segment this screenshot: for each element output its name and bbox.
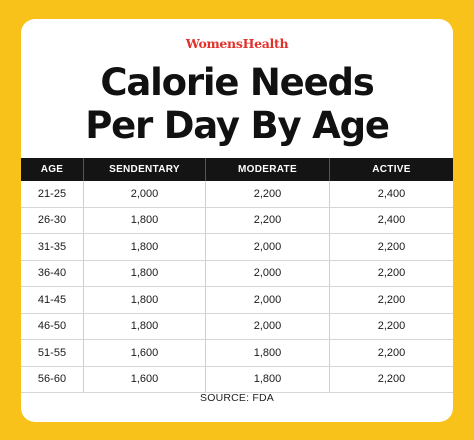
- table-row: 56-60 1,600 1,800 2,200: [21, 366, 453, 393]
- age-cell: 41-45: [21, 287, 84, 313]
- moderate-cell: 2,000: [206, 234, 330, 260]
- source-note: SOURCE: FDA: [200, 392, 274, 404]
- active-cell: 2,200: [377, 267, 406, 280]
- table-row: 31-35 1,800 2,000 2,200: [21, 234, 453, 261]
- age-cell: 51-55: [21, 340, 84, 366]
- table-row: 46-50 1,800 2,000 2,200: [21, 313, 453, 340]
- header-active: ACTIVE: [372, 164, 411, 175]
- active-cell: 2,200: [377, 320, 406, 333]
- table-row: 36-40 1,800 2,000 2,200: [21, 260, 453, 287]
- moderate-cell: 2,000: [206, 313, 330, 339]
- header-age: AGE: [21, 158, 84, 181]
- header-sedentary: SENDENTARY: [84, 158, 206, 181]
- age-cell: 56-60: [21, 366, 84, 392]
- sedentary-cell: 1,600: [84, 366, 206, 392]
- active-cell: 2,200: [377, 373, 406, 386]
- table-row: 21-25 2,000 2,200 2,400: [21, 181, 453, 208]
- calorie-table: AGE SENDENTARY MODERATE ACTIVE 21-25 2,0…: [21, 158, 453, 393]
- sedentary-cell: 1,800: [84, 287, 206, 313]
- page-title: Calorie Needs Per Day By Age: [21, 61, 453, 147]
- brand-logo: WomensHealth: [185, 36, 289, 51]
- active-cell: 2,400: [377, 187, 406, 200]
- age-cell: 26-30: [21, 207, 84, 233]
- active-cell: 2,400: [377, 214, 406, 227]
- sedentary-cell: 2,000: [84, 181, 206, 207]
- moderate-cell: 2,000: [206, 260, 330, 286]
- sedentary-cell: 1,800: [84, 260, 206, 286]
- age-cell: 31-35: [21, 234, 84, 260]
- moderate-cell: 1,800: [206, 340, 330, 366]
- moderate-cell: 2,000: [206, 287, 330, 313]
- moderate-cell: 2,200: [206, 207, 330, 233]
- active-cell: 2,200: [377, 240, 406, 253]
- header-moderate: MODERATE: [206, 158, 330, 181]
- table-row: 26-30 1,800 2,200 2,400: [21, 207, 453, 234]
- table-row: 41-45 1,800 2,000 2,200: [21, 287, 453, 314]
- age-cell: 46-50: [21, 313, 84, 339]
- age-cell: 21-25: [21, 181, 84, 207]
- infographic-card: WomensHealth Calorie Needs Per Day By Ag…: [21, 19, 453, 422]
- sedentary-cell: 1,800: [84, 234, 206, 260]
- sedentary-cell: 1,800: [84, 207, 206, 233]
- table-header: AGE SENDENTARY MODERATE ACTIVE: [21, 158, 453, 181]
- table-row: 51-55 1,600 1,800 2,200: [21, 340, 453, 367]
- moderate-cell: 1,800: [206, 366, 330, 392]
- sedentary-cell: 1,800: [84, 313, 206, 339]
- active-cell: 2,200: [377, 346, 406, 359]
- title-line-1: Calorie Needs: [100, 61, 374, 104]
- sedentary-cell: 1,600: [84, 340, 206, 366]
- title-line-2: Per Day By Age: [85, 104, 390, 147]
- moderate-cell: 2,200: [206, 181, 330, 207]
- active-cell: 2,200: [377, 293, 406, 306]
- age-cell: 36-40: [21, 260, 84, 286]
